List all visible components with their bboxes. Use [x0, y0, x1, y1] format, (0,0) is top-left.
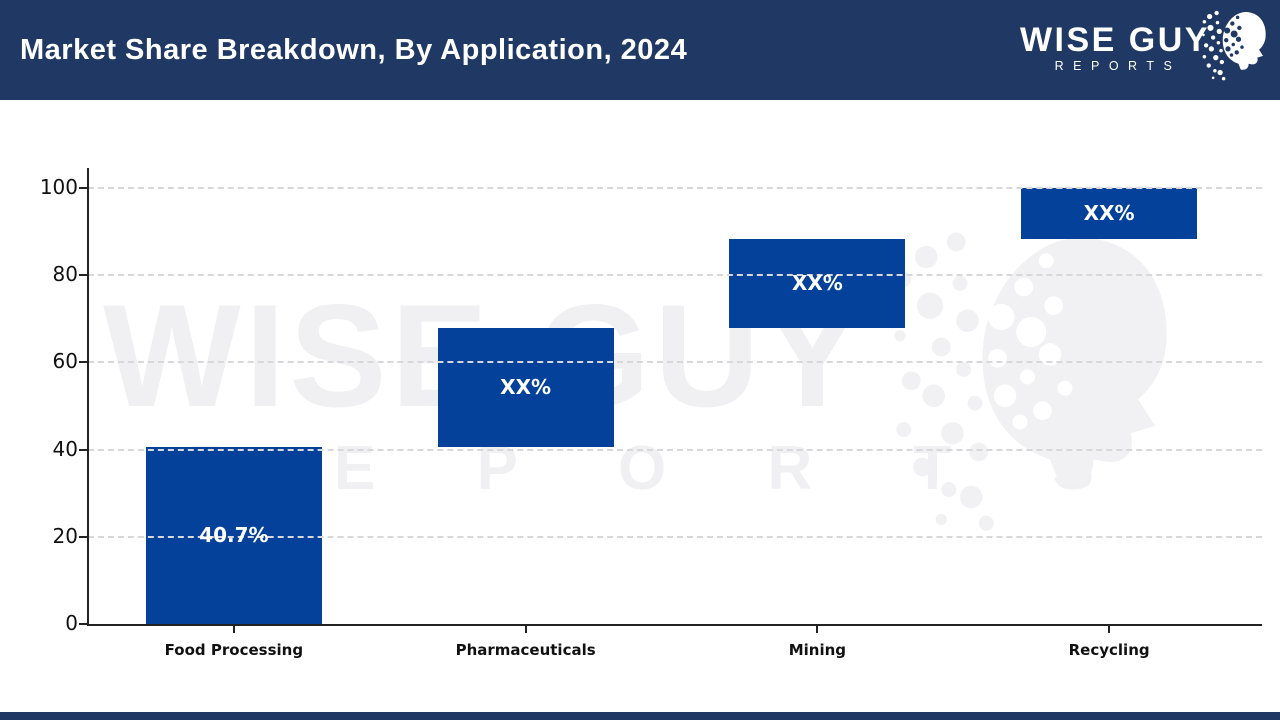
header-bar: Market Share Breakdown, By Application, …: [0, 0, 1280, 100]
face-watermark-icon: [894, 232, 1167, 531]
wiseguy-logo: WISE GUY REPORTS: [1020, 8, 1270, 88]
bar-value-label-mining: XX%: [791, 271, 843, 296]
logo-wordmark: WISE GUY: [1019, 20, 1210, 59]
x-tick-mark-recycling: [1108, 626, 1111, 633]
y-tick-mark-80: [79, 274, 88, 277]
bar-mining: [729, 238, 906, 328]
footer-bar: [0, 712, 1280, 720]
gridline-100: [88, 187, 1262, 189]
gridline-80: [88, 274, 1262, 277]
y-tick-mark-20: [79, 535, 88, 538]
gridline-60: [88, 361, 1262, 364]
x-category-label-food-processing: Food Processing: [164, 641, 304, 659]
y-tick-mark-0: [79, 623, 88, 625]
bar-value-label-recycling: XX%: [1083, 201, 1135, 226]
x-tick-mark-food-processing: [232, 626, 235, 633]
y-tick-mark-40: [79, 448, 88, 451]
bar-value-label-pharmaceuticals: XX%: [500, 375, 552, 400]
x-category-label-pharmaceuticals: Pharmaceuticals: [455, 641, 596, 659]
y-tick-label-60: 60: [52, 349, 78, 374]
y-tick-label-40: 40: [52, 436, 78, 461]
x-tick-mark-pharmaceuticals: [524, 626, 527, 633]
y-tick-label-100: 100: [39, 175, 78, 199]
y-axis-line: [87, 168, 89, 626]
gridline-20: [88, 535, 1262, 538]
bar-value-label-food-processing: 40.7%: [199, 523, 269, 548]
bar-recycling: [1021, 188, 1198, 239]
x-tick-mark-mining: [816, 626, 819, 633]
logo-subtitle: REPORTS: [1054, 59, 1182, 74]
y-tick-label-0: 0: [65, 611, 78, 635]
y-tick-mark-100: [79, 187, 88, 189]
y-tick-label-80: 80: [52, 262, 78, 287]
bar-pharmaceuticals: [437, 327, 614, 447]
x-category-label-mining: Mining: [788, 641, 847, 659]
x-category-label-recycling: Recycling: [1068, 641, 1150, 659]
x-axis-line: [87, 624, 1262, 626]
gridline-40: [88, 448, 1262, 451]
chart-title: Market Share Breakdown, By Application, …: [20, 33, 688, 66]
wiseguy-logo-text: WISE GUY REPORTS: [1019, 20, 1210, 74]
y-tick-mark-60: [79, 361, 88, 364]
bar-food-processing: [145, 446, 322, 624]
wiseguy-face-icon: [1202, 10, 1266, 81]
y-tick-label-20: 20: [52, 523, 78, 548]
